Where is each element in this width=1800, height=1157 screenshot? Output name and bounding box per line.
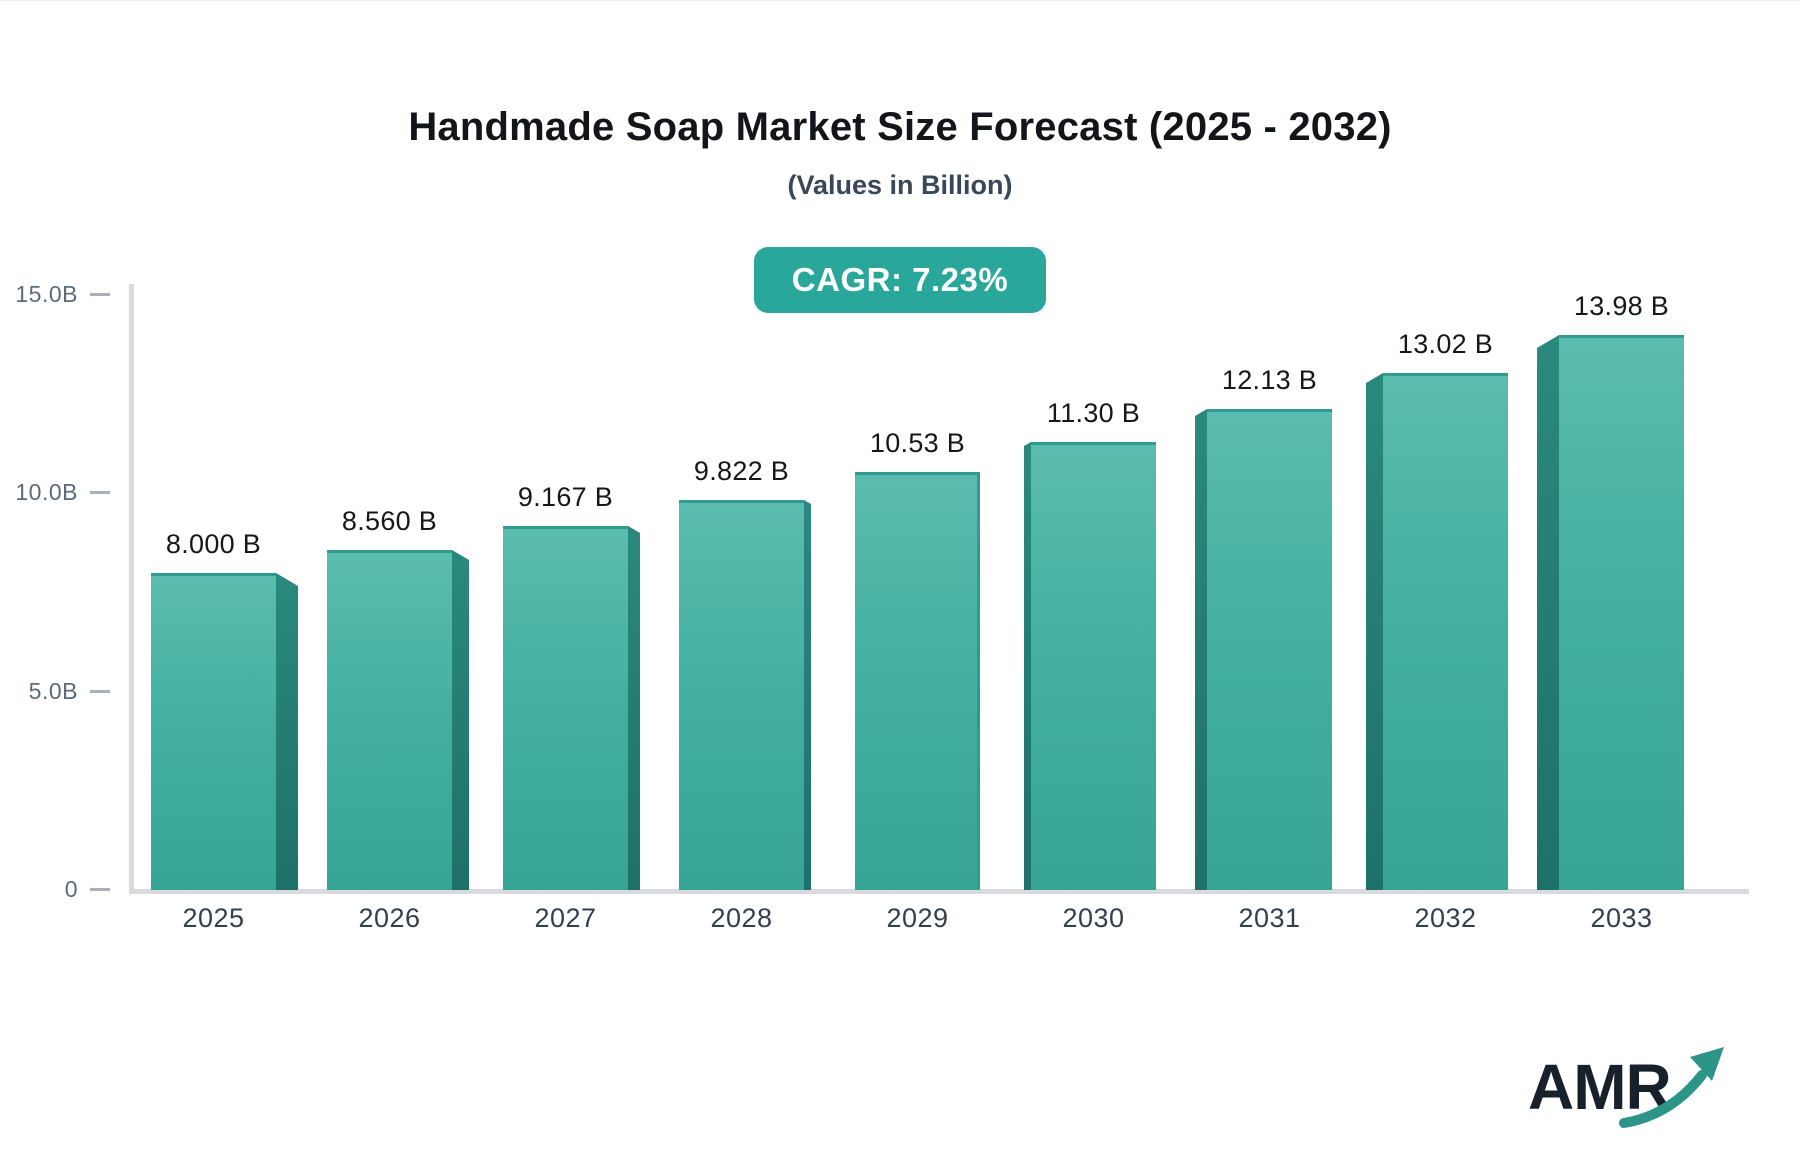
bar-2026	[327, 550, 452, 890]
amr-logo: AMR	[1506, 1019, 1766, 1139]
x-axis-tick-label-2029: 2029	[886, 903, 949, 933]
bar-2033-side-face	[1537, 335, 1559, 890]
bar-value-label-2033: 13.98 B	[1573, 291, 1670, 321]
y-axis-tick-mark	[90, 690, 110, 693]
logo-arrow-swoosh	[1619, 1070, 1707, 1128]
y-axis-tick-mark	[90, 491, 110, 494]
bar-value-label-2028: 9.822 B	[693, 456, 790, 486]
bar-value-label-2031: 12.13 B	[1221, 365, 1318, 395]
bar-2031-side-face	[1195, 409, 1207, 890]
bar-value-label-2029: 10.53 B	[869, 428, 966, 458]
bar-2030-side-face	[1024, 442, 1031, 890]
x-axis-tick-label-2028: 2028	[710, 903, 773, 933]
bar-2025-side-face	[276, 573, 298, 890]
bar-2028	[679, 500, 804, 890]
bar-2030	[1031, 442, 1156, 890]
cagr-badge: CAGR: 7.23%	[753, 247, 1047, 313]
x-axis-tick-label-2030: 2030	[1062, 903, 1125, 933]
x-axis-tick-label-2031: 2031	[1238, 903, 1301, 933]
bar-2032	[1383, 373, 1508, 890]
x-axis-tick-label-2033: 2033	[1590, 903, 1653, 933]
y-axis-tick-label: 0	[64, 876, 78, 902]
bar-value-label-2030: 11.30 B	[1046, 398, 1141, 428]
x-axis-tick-label-2032: 2032	[1414, 903, 1477, 933]
y-axis-line	[129, 284, 134, 894]
bar-2027-side-face	[628, 526, 640, 890]
bar-value-label-2025: 8.000 B	[165, 529, 262, 559]
bar-2026-side-face	[452, 550, 469, 890]
chart-subtitle: (Values in Billion)	[787, 170, 1013, 200]
amr-logo-graphic: AMR	[1528, 1047, 1724, 1128]
bar-value-label-2027: 9.167 B	[517, 482, 614, 512]
x-axis-tick-label-2026: 2026	[358, 903, 421, 933]
bar-2027	[503, 526, 628, 890]
bar-2025	[151, 573, 276, 890]
y-axis-tick-label: 5.0B	[28, 678, 78, 704]
y-axis-tick-mark	[90, 888, 110, 891]
y-axis-tick-label: 10.0B	[15, 479, 78, 505]
amr-logo-text: AMR	[1528, 1051, 1671, 1123]
chart-title: Handmade Soap Market Size Forecast (2025…	[408, 105, 1392, 149]
bar-value-label-2026: 8.560 B	[341, 506, 438, 536]
y-axis-tick-mark	[90, 293, 110, 296]
bar-2029	[855, 472, 980, 890]
logo-arrow-head-icon	[1690, 1047, 1724, 1081]
bar-value-label-2032: 13.02 B	[1397, 329, 1494, 359]
bar-2033	[1559, 335, 1684, 890]
bar-2032-side-face	[1366, 373, 1383, 890]
bar-2028-side-face	[804, 500, 811, 890]
x-axis-tick-label-2027: 2027	[534, 903, 597, 933]
chart-header: Handmade Soap Market Size Forecast (2025…	[45, 105, 1755, 313]
x-axis-line	[129, 889, 1749, 894]
y-axis-tick-label: 15.0B	[15, 281, 78, 307]
bar-2031	[1207, 409, 1332, 890]
x-axis-tick-label-2025: 2025	[182, 903, 245, 933]
